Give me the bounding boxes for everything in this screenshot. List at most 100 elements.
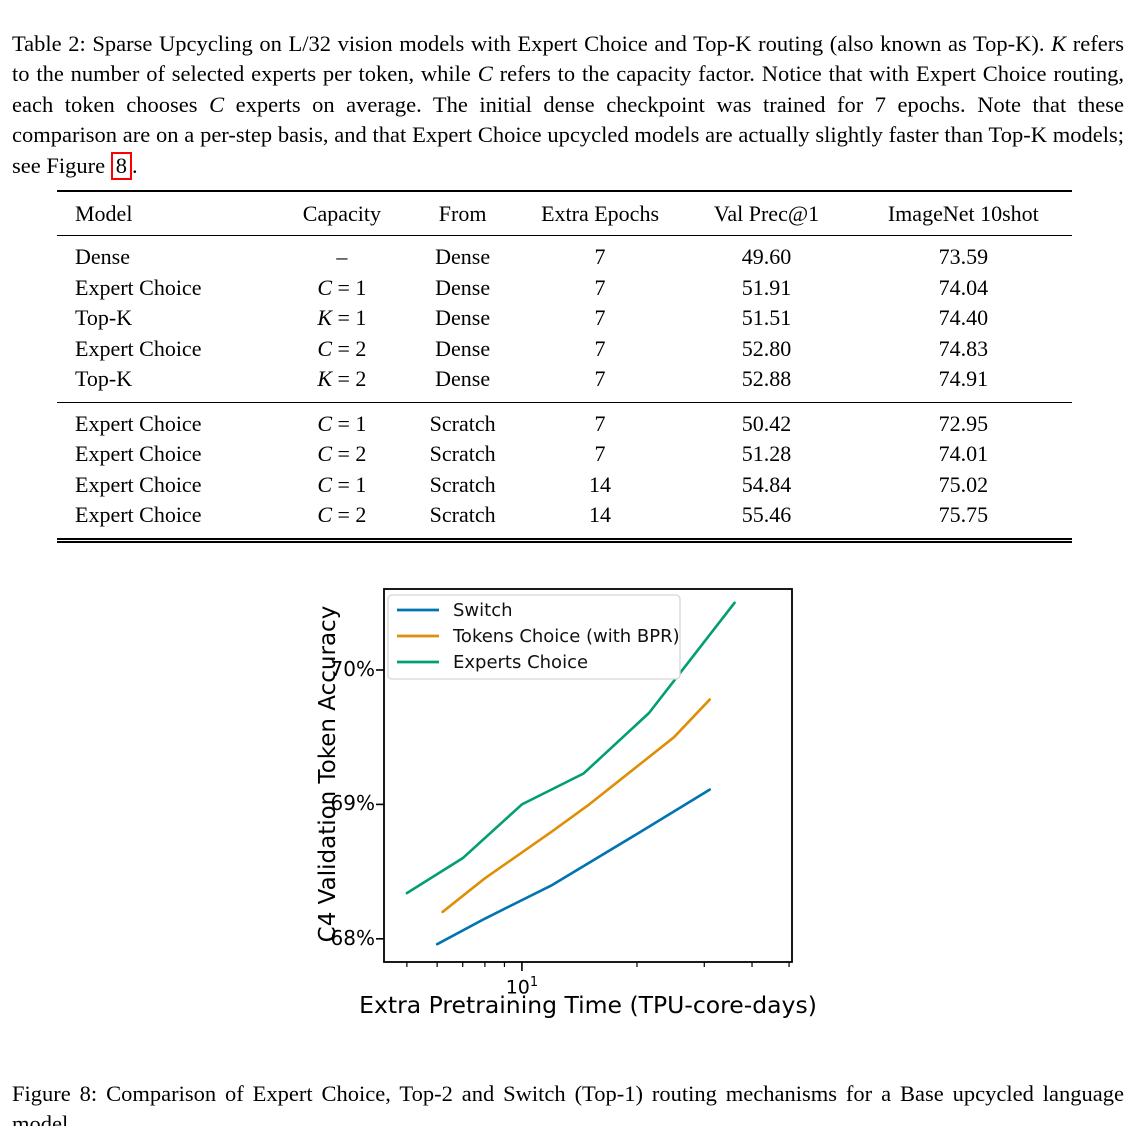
table-cell: Top-K <box>75 305 133 330</box>
table-group-1: Dense – Dense 7 49.60 73.59 Expert Choice C = 1… <box>57 236 1072 402</box>
figure8-ref-link[interactable]: 8 <box>110 151 132 180</box>
table-cell: 74.04 <box>938 274 989 300</box>
legend-label: Switch <box>453 600 513 621</box>
table-cell: 7 <box>594 366 606 391</box>
table-cell: Scratch <box>429 502 496 527</box>
math-symbol: C <box>477 61 493 87</box>
table-cell: Top-K <box>75 366 133 391</box>
table-cell: 51.91 <box>741 274 792 300</box>
table-cell: 75.02 <box>938 471 989 497</box>
legend-label: Tokens Choice (with BPR) <box>452 626 680 647</box>
table-cell: 7 <box>594 441 606 466</box>
table-cell: 49.60 <box>741 244 792 269</box>
table-cell: 74.91 <box>938 366 989 391</box>
table-cell: Dense <box>75 244 130 269</box>
table-cell: – <box>336 244 348 269</box>
table-cell: 73.59 <box>938 244 989 269</box>
math-symbol: C <box>209 91 225 117</box>
caption-text: experts on average. The initial dense ch… <box>12 91 1124 178</box>
plot-frame <box>383 588 793 963</box>
column-header: ImageNet 10shot <box>887 201 1039 226</box>
table-row: Expert Choice C = 1 Dense 7 51.91 74.04 <box>57 273 1072 304</box>
table-cell: Dense <box>435 274 491 300</box>
caption-text: Table 2: Sparse Upcycling on L/32 vision… <box>12 30 1052 56</box>
table-cell: Dense <box>435 335 491 361</box>
legend-box <box>387 594 681 680</box>
y-axis-label: C4 Validation Token Accuracy <box>315 605 341 943</box>
table-cell: Scratch <box>429 471 496 497</box>
table-row: Expert Choice C = 1 Scratch 7 50.42 72.95 <box>57 402 1072 439</box>
table-cell: 55.46 <box>741 502 792 527</box>
table-cell: K = 2 <box>317 366 367 391</box>
series-line-experts-choice <box>405 601 736 895</box>
table-cell: Dense <box>435 305 491 330</box>
table-row: Dense – Dense 7 49.60 73.59 <box>57 236 1072 273</box>
table-cell: 75.75 <box>938 502 989 527</box>
figure8-chart: C4 Validation Token Accuracy Switch Token… <box>283 583 863 1053</box>
table-cell: Expert Choice <box>75 335 202 361</box>
table-cell: 14 <box>589 502 612 527</box>
table-row: Top-K K = 2 Dense 7 52.88 74.91 <box>57 364 1072 402</box>
table-row: Expert Choice C = 2 Scratch 7 51.28 74.01 <box>57 439 1072 470</box>
table-cell: 7 <box>594 410 606 436</box>
table-cell: Expert Choice <box>75 502 202 527</box>
table-cell: 14 <box>589 471 612 497</box>
table-cell: 54.84 <box>741 471 792 497</box>
table-cell: 74.83 <box>938 335 989 361</box>
table-cell: 52.80 <box>741 335 792 361</box>
table-cell: Scratch <box>429 410 496 436</box>
y-tick-label: 68% <box>330 925 375 950</box>
column-header: Val Prec@1 <box>713 201 820 226</box>
table-cell: 7 <box>594 244 606 269</box>
table-cell: C = 1 <box>317 274 367 300</box>
results-table: Model Capacity From Extra Epochs Val Prec@1 I… <box>57 190 1072 543</box>
x-tick-label: 101 <box>505 975 539 999</box>
table2-caption: Table 2: Sparse Upcycling on L/32 vision… <box>12 29 1124 182</box>
table-cell: 7 <box>594 274 606 300</box>
table-cell: 52.88 <box>741 366 792 391</box>
column-header: Capacity <box>302 201 381 226</box>
plot-area: Switch Tokens Choice (with BPR) Experts Ch… <box>376 588 793 971</box>
caption-text: . <box>131 152 138 178</box>
legend: Switch Tokens Choice (with BPR) Experts Ch… <box>387 594 681 680</box>
table-cell: C = 2 <box>317 441 367 466</box>
table-cell: Expert Choice <box>75 471 202 497</box>
table-row: Top-K K = 1 Dense 7 51.51 74.40 <box>57 303 1072 334</box>
series-line-switch <box>435 788 712 946</box>
caption-text: refers to the capacity factor. Notice th… <box>12 61 1124 117</box>
table-cell: Dense <box>435 244 491 269</box>
table-row: Expert Choice C = 2 Scratch 14 55.46 75.75 <box>57 500 1072 540</box>
table-cell: Scratch <box>429 441 496 466</box>
legend-label: Experts Choice <box>453 652 588 673</box>
column-header: From <box>438 201 487 226</box>
table-cell: 7 <box>594 335 606 361</box>
y-tick-label: 69% <box>330 791 375 816</box>
table-cell: 74.40 <box>938 305 989 330</box>
table-cell: C = 1 <box>317 471 367 497</box>
table-row: Expert Choice C = 2 Dense 7 52.80 74.83 <box>57 334 1072 365</box>
table-cell: 72.95 <box>938 410 989 436</box>
caption-text: Figure 8: Comparison of Expert Choice, T… <box>12 1080 1124 1126</box>
table-cell: 51.51 <box>741 305 792 330</box>
table-header-row: Model Capacity From Extra Epochs Val Prec@1 I… <box>57 191 1072 236</box>
table-cell: 7 <box>594 305 606 330</box>
figure8-caption: Figure 8: Comparison of Expert Choice, T… <box>12 1079 1124 1126</box>
table-cell: K = 1 <box>317 305 367 330</box>
table-cell: C = 2 <box>317 335 367 361</box>
table-cell: 74.01 <box>938 441 989 466</box>
table-cell: C = 2 <box>317 502 367 527</box>
table-group-2: Expert Choice C = 1 Scratch 7 50.42 72.95 Expe… <box>57 402 1072 540</box>
table-cell: 51.28 <box>741 441 792 466</box>
caption-text: refers to the number of selected experts… <box>12 30 1124 87</box>
table-row: Expert Choice C = 1 Scratch 14 54.84 75.02 <box>57 470 1072 501</box>
series-line-tokens-choice-with-bpr <box>441 698 712 914</box>
table-cell: 50.42 <box>741 410 792 436</box>
table-cell: Expert Choice <box>75 410 202 436</box>
table-cell: C = 1 <box>317 410 367 436</box>
x-axis-label: Extra Pretraining Time (TPU-core-days) <box>359 991 817 1019</box>
math-symbol: K <box>1051 30 1067 56</box>
y-tick-label: 70% <box>330 656 375 681</box>
column-header: Model <box>75 201 133 226</box>
table-cell: Dense <box>435 366 491 391</box>
table-cell: Expert Choice <box>75 441 202 466</box>
